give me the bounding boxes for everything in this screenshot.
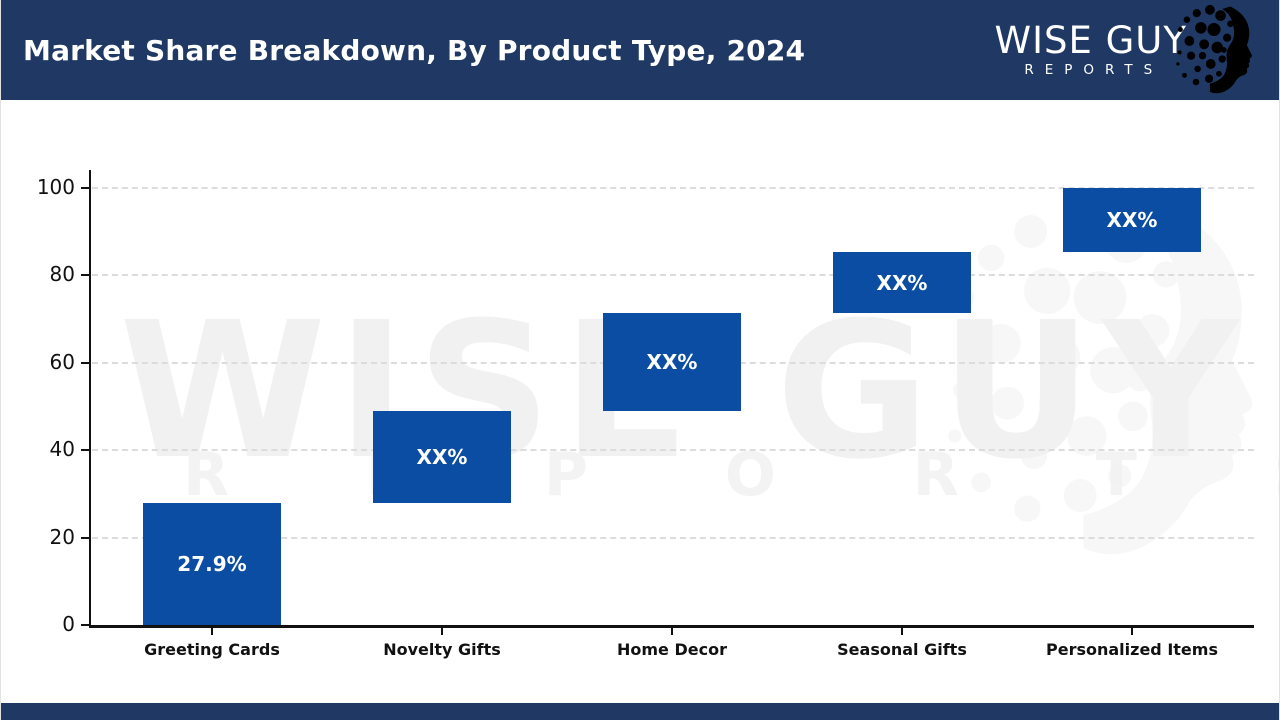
brand-name: WISE GUY: [994, 19, 1187, 63]
bar: XX%: [833, 252, 971, 314]
bar-value-label: XX%: [646, 350, 698, 375]
category-label: Personalized Items: [1046, 640, 1218, 659]
brand-logo-text: WISE GUY REPORTS: [994, 19, 1187, 78]
y-gridline: [92, 449, 1254, 452]
bar: XX%: [1063, 188, 1201, 253]
y-axis-tick: [81, 274, 89, 277]
y-axis: [88, 170, 91, 627]
x-axis: [88, 625, 1254, 628]
x-axis-tick: [441, 627, 443, 635]
footer-bar: [1, 703, 1279, 720]
brand-subname: REPORTS: [1024, 61, 1164, 78]
y-axis-tick: [81, 449, 89, 452]
y-gridline: [92, 274, 1254, 277]
y-tick-label: 60: [49, 349, 75, 374]
y-tick-label: 100: [36, 175, 75, 199]
y-tick-label: 0: [62, 612, 75, 636]
x-axis-tick: [901, 627, 903, 635]
y-tick-label: 20: [49, 524, 75, 549]
x-axis-tick: [211, 627, 213, 635]
category-label: Greeting Cards: [144, 640, 280, 659]
category-label: Seasonal Gifts: [837, 640, 967, 659]
bar: 27.9%: [143, 503, 281, 625]
bar-value-label: XX%: [416, 444, 468, 469]
category-label: Novelty Gifts: [383, 640, 501, 659]
bar: XX%: [373, 410, 511, 504]
bar-value-label: XX%: [1106, 208, 1158, 233]
bar-value-label: XX%: [876, 270, 928, 295]
y-axis-tick: [81, 361, 89, 364]
y-gridline: [92, 187, 1254, 189]
y-axis-tick: [81, 187, 89, 189]
brand-logo: WISE GUY REPORTS: [995, 2, 1255, 98]
y-axis-tick: [81, 536, 89, 539]
brand-face-icon: [1176, 4, 1252, 94]
bar-value-label: 27.9%: [177, 552, 247, 577]
y-gridline: [92, 536, 1254, 539]
category-label: Home Decor: [617, 640, 727, 659]
bar: XX%: [603, 313, 741, 411]
chart-title: Market Share Breakdown, By Product Type,…: [23, 33, 806, 67]
y-tick-label: 40: [49, 437, 75, 462]
x-axis-tick: [1131, 627, 1133, 635]
header-bar: Market Share Breakdown, By Product Type,…: [1, 0, 1279, 100]
x-axis-tick: [671, 627, 673, 635]
y-tick-label: 80: [49, 262, 75, 287]
y-axis-tick: [81, 624, 89, 626]
